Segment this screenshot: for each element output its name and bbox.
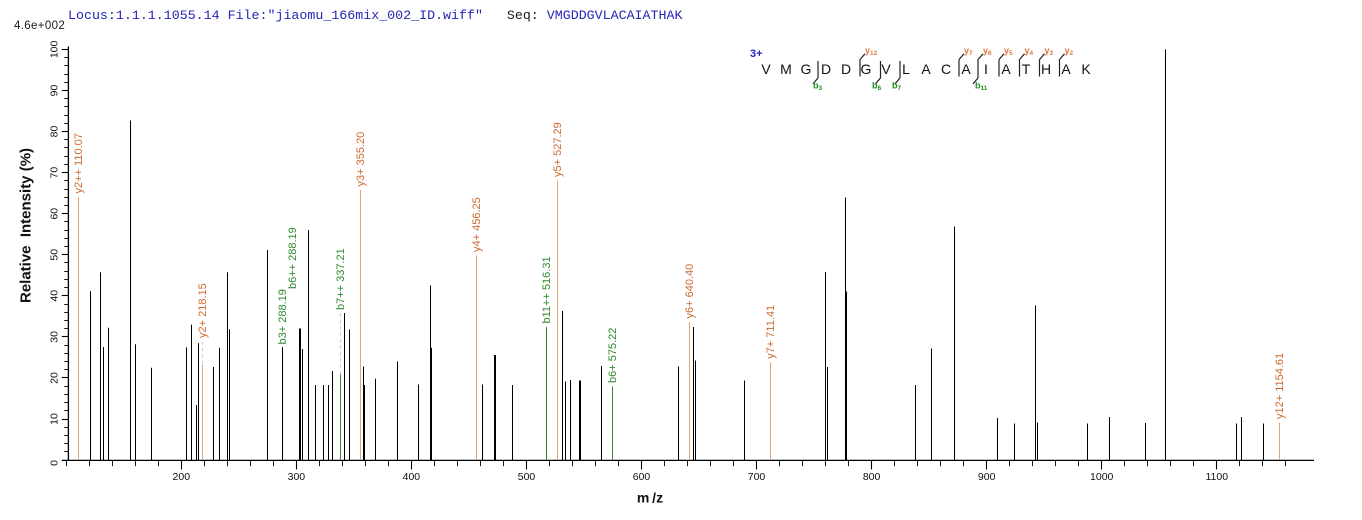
svg-text:G: G (801, 61, 812, 77)
svg-text:70: 70 (49, 167, 61, 179)
svg-text:900: 900 (978, 471, 996, 483)
svg-text:b6++ 288.19: b6++ 288.19 (287, 227, 299, 289)
svg-text:y3+ 355.20: y3+ 355.20 (355, 132, 367, 187)
svg-text:100: 100 (49, 40, 61, 58)
svg-text:M: M (780, 61, 792, 77)
svg-text:G: G (861, 61, 872, 77)
svg-text:D: D (841, 61, 851, 77)
svg-text:1000: 1000 (1090, 471, 1114, 483)
svg-text:I: I (984, 61, 988, 77)
svg-text:y12: y12 (865, 46, 878, 58)
svg-text:V: V (881, 61, 891, 77)
svg-text:b6: b6 (872, 81, 882, 93)
svg-text:Relative Intensity (%): Relative Intensity (%) (18, 148, 35, 303)
svg-text:L: L (902, 61, 910, 77)
svg-text:600: 600 (633, 471, 651, 483)
svg-text:y12+ 1154.61: y12+ 1154.61 (1274, 353, 1286, 419)
svg-text:y5: y5 (1004, 46, 1013, 58)
svg-text:y7: y7 (964, 46, 973, 58)
svg-text:A: A (921, 61, 931, 77)
svg-text:200: 200 (173, 471, 191, 483)
svg-text:60: 60 (49, 208, 61, 220)
svg-text:y3: y3 (1045, 46, 1054, 58)
svg-text:y6+ 640.40: y6+ 640.40 (684, 264, 696, 319)
svg-text:90: 90 (49, 85, 61, 97)
svg-text:A: A (1061, 61, 1071, 77)
svg-text:K: K (1081, 61, 1091, 77)
svg-text:T: T (1022, 61, 1031, 77)
svg-text:0: 0 (49, 460, 61, 466)
svg-text:H: H (1041, 61, 1051, 77)
svg-text:700: 700 (748, 471, 766, 483)
svg-text:y6: y6 (983, 46, 992, 58)
svg-text:40: 40 (49, 290, 61, 302)
svg-text:500: 500 (518, 471, 536, 483)
svg-text:80: 80 (49, 126, 61, 138)
svg-text:C: C (941, 61, 951, 77)
svg-text:y5+ 527.29: y5+ 527.29 (552, 122, 564, 177)
svg-text:b3: b3 (813, 81, 823, 93)
svg-text:b3+ 288.19: b3+ 288.19 (277, 289, 289, 344)
svg-text:b6+ 575.22: b6+ 575.22 (607, 328, 619, 383)
svg-text:m /z: m /z (637, 490, 663, 506)
svg-text:b11: b11 (975, 81, 988, 93)
svg-text:800: 800 (863, 471, 881, 483)
svg-text:y2++ 110.07: y2++ 110.07 (73, 133, 85, 193)
svg-text:D: D (821, 61, 831, 77)
svg-text:A: A (961, 61, 971, 77)
svg-text:V: V (761, 61, 771, 77)
svg-text:y7+ 711.41: y7+ 711.41 (765, 305, 777, 359)
svg-text:400: 400 (403, 471, 421, 483)
svg-text:A: A (1001, 61, 1011, 77)
svg-text:300: 300 (288, 471, 306, 483)
svg-text:3+: 3+ (750, 48, 763, 60)
svg-text:50: 50 (49, 249, 61, 261)
svg-text:b11++ 516.31: b11++ 516.31 (541, 256, 553, 323)
svg-text:b7++ 337.21: b7++ 337.21 (335, 248, 347, 310)
svg-text:30: 30 (49, 331, 61, 343)
svg-text:y4+ 456.25: y4+ 456.25 (471, 197, 483, 252)
svg-text:y2: y2 (1065, 46, 1074, 58)
svg-text:1100: 1100 (1206, 471, 1229, 483)
svg-text:b7: b7 (892, 81, 902, 93)
svg-text:10: 10 (49, 413, 61, 425)
svg-text:20: 20 (49, 372, 61, 384)
svg-text:y4: y4 (1025, 46, 1034, 58)
svg-text:y2+ 218.15: y2+ 218.15 (197, 283, 209, 338)
